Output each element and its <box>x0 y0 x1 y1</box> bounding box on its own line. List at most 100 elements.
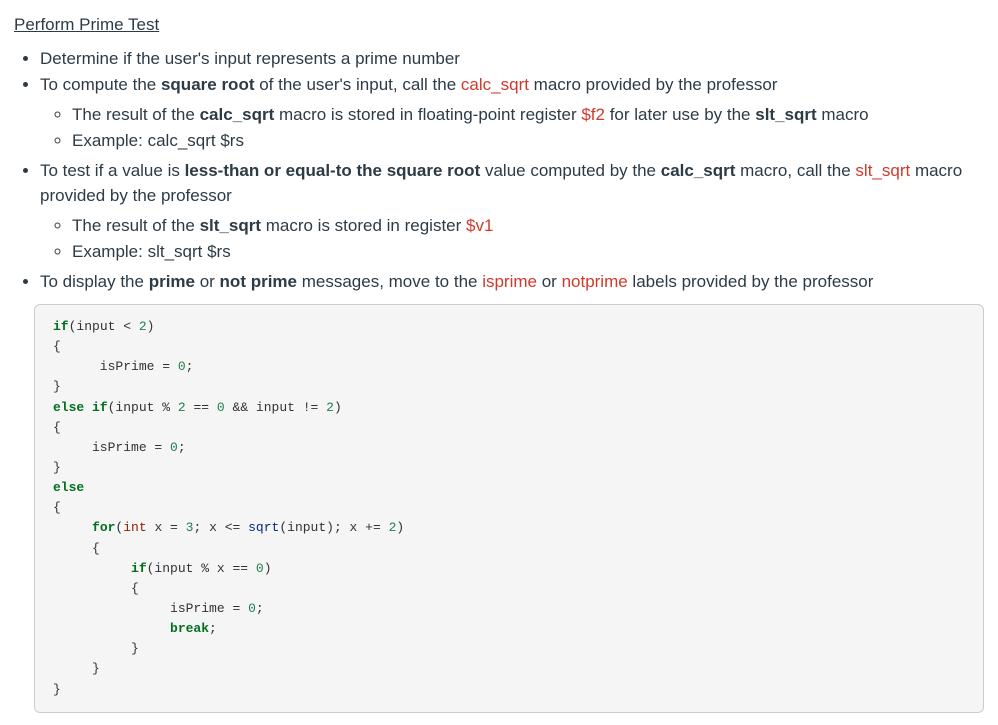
code-text <box>240 520 248 535</box>
code-text: } <box>53 379 61 394</box>
code-number: 0 <box>217 400 225 415</box>
code-number: 0 <box>170 440 178 455</box>
text: of the user's input, call the <box>255 75 461 94</box>
code-op: = <box>162 359 170 374</box>
code-text: isPrime <box>53 440 154 455</box>
code-text <box>225 400 233 415</box>
code-text <box>53 561 131 576</box>
list-item: The result of the calc_sqrt macro is sto… <box>72 102 984 128</box>
code-text: { <box>53 581 139 596</box>
code-block: if(input < 2) { isPrime = 0; } else if(i… <box>34 304 984 713</box>
code-op: <= <box>225 520 241 535</box>
code-keyword: break <box>170 621 209 636</box>
code-text: } <box>53 460 61 475</box>
text: or <box>195 272 220 291</box>
text: The result of the <box>72 105 200 124</box>
code-keyword: if <box>53 319 69 334</box>
code-text: } <box>53 682 61 697</box>
code-op: != <box>303 400 319 415</box>
code-text: ; <box>209 621 217 636</box>
code-text: ) <box>334 400 342 415</box>
section-heading: Perform Prime Test <box>14 12 984 38</box>
code-op: % <box>162 400 170 415</box>
code-text: (input <box>108 400 163 415</box>
code-op: < <box>123 319 131 334</box>
text-bold: square root <box>161 75 255 94</box>
code-text: } <box>53 641 139 656</box>
code-text <box>381 520 389 535</box>
text: or <box>537 272 562 291</box>
code-text: isPrime <box>53 359 162 374</box>
code-keyword: for <box>92 520 115 535</box>
list-item: To compute the square root of the user's… <box>40 72 984 154</box>
sub-list: The result of the calc_sqrt macro is sto… <box>40 102 984 154</box>
text: labels provided by the professor <box>628 272 874 291</box>
text: To test if a value is <box>40 161 185 180</box>
code-text <box>53 520 92 535</box>
text-register: $v1 <box>466 216 493 235</box>
code-text: ; <box>178 440 186 455</box>
code-text <box>209 400 217 415</box>
text: macro provided by the professor <box>529 75 778 94</box>
text-register: $f2 <box>581 105 605 124</box>
list-item: Example: slt_sqrt $rs <box>72 239 984 265</box>
code-number: 2 <box>326 400 334 415</box>
text-label: notprime <box>562 272 628 291</box>
text-bold: slt_sqrt <box>200 216 261 235</box>
code-text: ; <box>256 601 264 616</box>
code-text: x <box>209 561 232 576</box>
text-bold: not prime <box>220 272 297 291</box>
code-text: { <box>53 339 61 354</box>
code-number: 0 <box>256 561 264 576</box>
code-keyword: else <box>53 480 84 495</box>
code-text: } <box>53 661 100 676</box>
text: The result of the <box>72 216 200 235</box>
text: macro is stored in floating-point regist… <box>274 105 581 124</box>
list-item: Determine if the user's input represents… <box>40 46 984 72</box>
code-text <box>170 400 178 415</box>
code-text: (input <box>69 319 124 334</box>
text-label: isprime <box>482 272 537 291</box>
code-number: 2 <box>139 319 147 334</box>
text-bold: calc_sqrt <box>200 105 275 124</box>
code-text <box>248 561 256 576</box>
code-text <box>240 601 248 616</box>
text-bold: less-than or equal-to the square root <box>185 161 481 180</box>
code-text: { <box>53 420 61 435</box>
list-item: Example: calc_sqrt $rs <box>72 128 984 154</box>
code-op: += <box>365 520 381 535</box>
code-op: == <box>193 400 209 415</box>
text: Example: calc_sqrt $rs <box>72 131 244 150</box>
instruction-list: Determine if the user's input represents… <box>14 46 984 295</box>
code-text: input <box>248 400 303 415</box>
text: To display the <box>40 272 149 291</box>
list-item: To test if a value is less-than or equal… <box>40 158 984 265</box>
code-op: = <box>170 520 178 535</box>
code-text: isPrime <box>53 601 232 616</box>
text: Determine if the user's input represents… <box>40 49 460 68</box>
code-func: sqrt <box>248 520 279 535</box>
code-text: { <box>53 541 100 556</box>
text-bold: prime <box>149 272 195 291</box>
code-number: 2 <box>178 400 186 415</box>
code-text <box>162 440 170 455</box>
code-text: ) <box>264 561 272 576</box>
code-text: ) <box>147 319 155 334</box>
code-op: % <box>201 561 209 576</box>
code-text: ; <box>186 359 194 374</box>
code-text: { <box>53 500 61 515</box>
code-text <box>318 400 326 415</box>
code-text: ) <box>396 520 404 535</box>
text-bold: calc_sqrt <box>661 161 736 180</box>
sub-list: The result of the slt_sqrt macro is stor… <box>40 213 984 265</box>
code-text: (input <box>147 561 202 576</box>
text: macro <box>817 105 869 124</box>
text: macro is stored in register <box>261 216 466 235</box>
text: messages, move to the <box>297 272 482 291</box>
text-macro: calc_sqrt <box>461 75 529 94</box>
code-keyword: else if <box>53 400 108 415</box>
text-bold: slt_sqrt <box>755 105 816 124</box>
code-text <box>131 319 139 334</box>
code-number: 0 <box>248 601 256 616</box>
code-text: (input); x <box>279 520 365 535</box>
